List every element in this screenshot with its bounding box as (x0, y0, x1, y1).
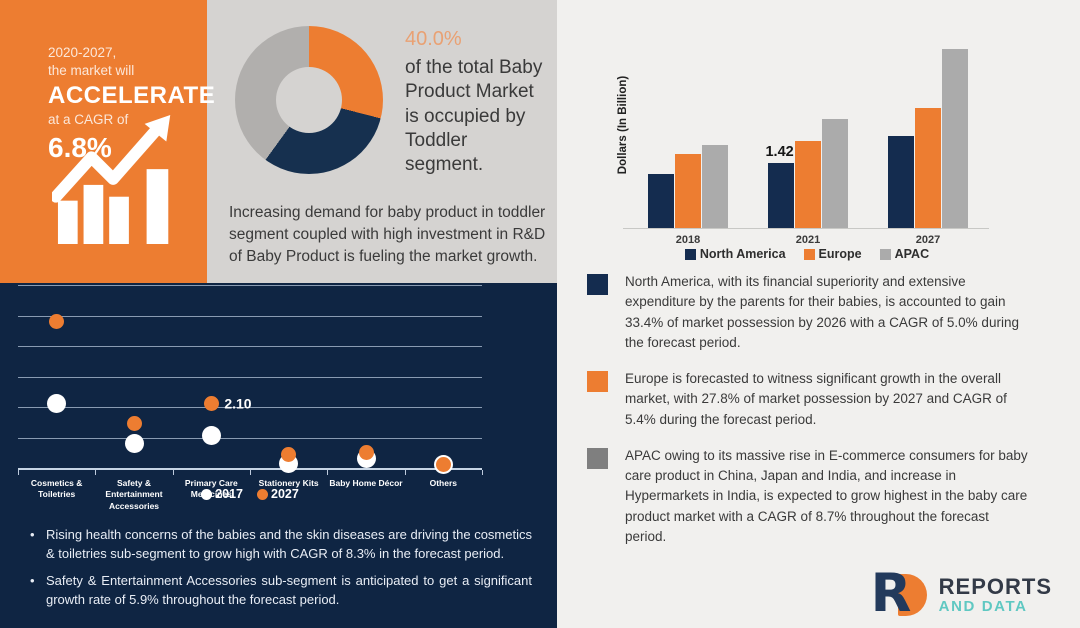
toddler-stat-block: 40.0% of the total Baby Product Market i… (405, 28, 557, 178)
x-tick-label: Safety & Entertainment Accessories (105, 478, 163, 511)
bar-North America-2027 (888, 136, 914, 228)
legend-dot-2017 (201, 488, 213, 500)
promo-panel: 2020-2027, the market will ACCELERATE at… (0, 0, 216, 283)
axis-tick (404, 470, 406, 475)
toddler-donut-chart (235, 26, 383, 174)
region-bullet-square-north-america (587, 274, 608, 295)
dot-2027-5 (435, 456, 451, 472)
gridline (18, 407, 482, 408)
bar-legend-item-Europe: Europe (803, 247, 862, 261)
region-bullets: North America, with its financial superi… (587, 272, 1059, 563)
legend-item-2027: 2027 (257, 487, 299, 501)
axis-tick (250, 470, 251, 475)
bar-Europe-2027 (915, 108, 941, 228)
x-tick-label: Stationery Kits (258, 478, 319, 488)
dot-2017-1 (124, 434, 144, 454)
bar-APAC-2018 (702, 145, 728, 228)
x-tick-label: Cosmetics & Toiletries (30, 478, 83, 500)
dot-2017-0 (47, 394, 67, 414)
axis-tick (18, 470, 19, 475)
promo-text-block: 2020-2027, the market will ACCELERATE at… (48, 44, 216, 164)
dot-2027-0 (49, 314, 65, 330)
promo-line3: at a CAGR of (48, 112, 129, 128)
bar-x-label-2018: 2018 (675, 234, 701, 246)
promo-cagr-value: 6.8% (48, 131, 112, 163)
region-bullet-text-apac: APAC owing to its massive rise in E-comm… (625, 447, 1028, 544)
sub-segment-bullet-0: • Rising health concerns of the babies an… (30, 527, 532, 561)
dot-2027-1 (126, 416, 142, 432)
toddler-stat-text: of the total Baby Product Market is occu… (405, 57, 543, 176)
region-bullet-north-america: North America, with its financial superi… (587, 272, 1059, 353)
axis-tick (172, 470, 174, 475)
bar-APAC-2021 (822, 119, 848, 228)
region-bullet-square-europe (587, 371, 608, 392)
bar-APAC-2027 (942, 48, 968, 228)
gridline (18, 285, 482, 286)
bar-x-label-2021: 2021 (795, 234, 821, 246)
growth-arrow-icon (52, 114, 171, 244)
dot-2027-3 (281, 446, 297, 462)
bar-Europe-2018 (675, 154, 701, 228)
dot-annotation: 2.10 (224, 395, 252, 412)
dot-2027-4 (358, 445, 374, 461)
promo-line2: the market will (48, 63, 135, 79)
reports-and-data-logo: R REPORTS AND DATA (871, 563, 1052, 624)
promo-headline: ACCELERATE (48, 82, 216, 110)
region-bullet-text-europe: Europe is forecasted to witness signific… (625, 371, 1007, 427)
x-tick-label: Baby Home Décor (329, 478, 403, 488)
sub-segment-bullets: • Rising health concerns of the babies an… (26, 526, 532, 618)
bar-Europe-2021 (795, 140, 821, 228)
logo-r-letter: R (870, 563, 912, 624)
region-bullet-apac: APAC owing to its massive rise in E-comm… (587, 446, 1059, 547)
axis-tick (327, 470, 329, 475)
bullet-marker: • (30, 572, 35, 588)
dot-chart-legend: 2017 2027 (0, 487, 500, 501)
region-bullet-square-apac (587, 447, 608, 469)
sub-segment-dot-chart: 2.10 Cosmetics & Toiletries Safety & Enterta… (0, 283, 557, 521)
bar-legend-square-Europe (803, 248, 815, 260)
bar-legend-square-APAC (879, 248, 891, 260)
top-left-section: 2020-2027, the market will ACCELERATE at… (0, 0, 557, 283)
promo-period: 2020-2027, (48, 45, 117, 60)
bar-legend-item-North America: North America (684, 247, 786, 261)
bar-legend-item-APAC: APAC (879, 247, 929, 261)
right-column: Dollars (In Billion) North America Europe… (557, 0, 1080, 628)
gridline (18, 437, 482, 439)
sub-segment-bullet-1: • Safety & Entertainment Accessories sub-… (30, 572, 532, 607)
regional-bar-chart: Dollars (In Billion) North America Europe… (557, 0, 1080, 266)
logo-mark: R (871, 563, 929, 624)
logo-word-and-data: AND DATA (938, 598, 1028, 616)
toddler-stat: 40.0% (405, 28, 462, 50)
region-bullet-text-north-america: North America, with its financial superi… (625, 274, 1019, 350)
dot-2017-2 (201, 426, 221, 446)
bullet-marker: • (30, 527, 35, 542)
gridline (18, 315, 482, 317)
bar-annotation: 1.42 (765, 143, 794, 160)
bar-x-label-2027: 2027 (915, 234, 941, 246)
bar-North America-2021 (768, 162, 794, 228)
x-tick-label: Others (429, 478, 458, 488)
toddler-paragraph: Increasing demand for baby product in to… (229, 204, 546, 265)
bar-legend-square-North America (684, 248, 696, 260)
left-column: 2020-2027, the market will ACCELERATE at… (0, 0, 557, 628)
bar-chart-ylabel: Dollars (In Billion) (617, 75, 629, 175)
sub-segment-panel: 2.10 Cosmetics & Toiletries Safety & Enterta… (0, 283, 557, 628)
gridline (18, 346, 482, 347)
donut-hole (276, 67, 342, 133)
legend-dot-2027 (257, 488, 268, 500)
bar-chart-axis (623, 228, 989, 229)
logo-word-reports: REPORTS (938, 573, 1052, 599)
bar-North America-2018 (648, 174, 674, 228)
bar-chart-legend: North America Europe APAC (617, 247, 997, 261)
region-bullet-europe: Europe is forecasted to witness signific… (587, 369, 1059, 430)
x-axis-line (18, 468, 482, 470)
logo-text: REPORTS AND DATA (939, 575, 1052, 615)
axis-tick (482, 470, 483, 475)
gridline (18, 376, 482, 378)
axis-tick (95, 470, 97, 475)
legend-item-2017: 2017 (201, 487, 243, 501)
dot-2027-2 (203, 396, 219, 412)
